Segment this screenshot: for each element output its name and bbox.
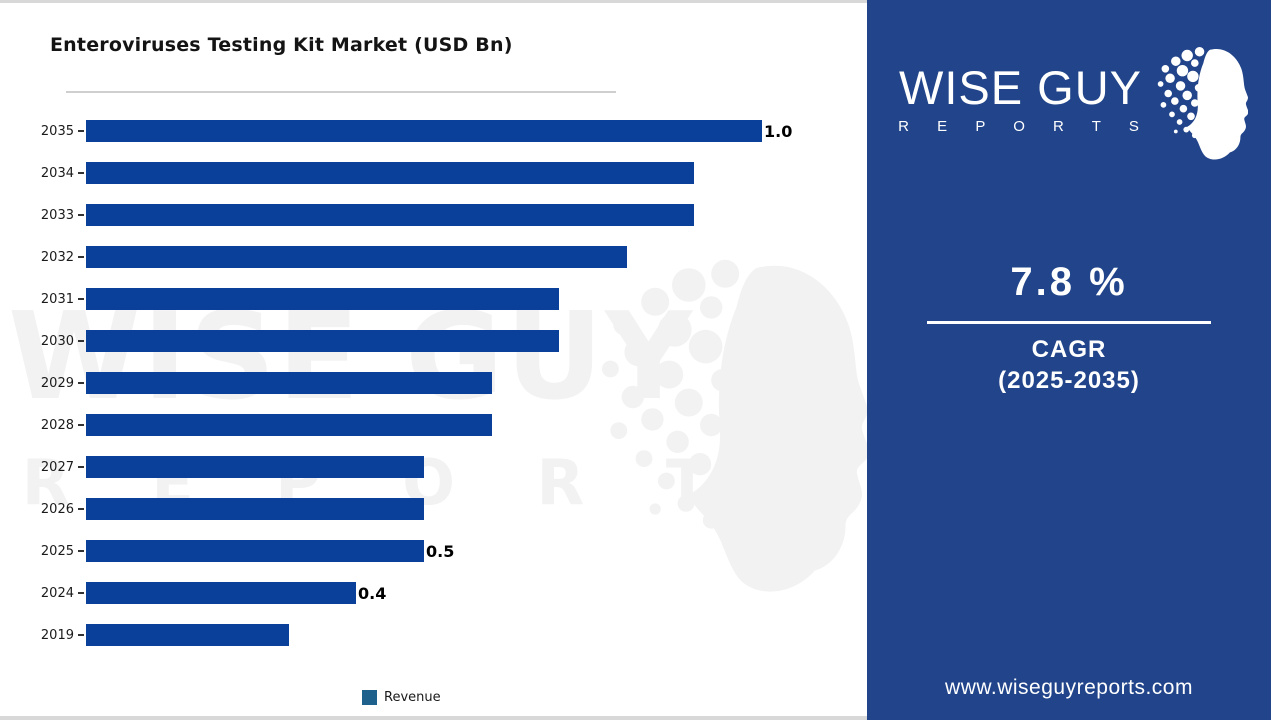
revenue-bar <box>86 540 424 562</box>
revenue-bar <box>86 414 492 436</box>
axis-tick <box>78 424 84 426</box>
top-border-strip <box>0 0 867 3</box>
year-tick-label: 2026 <box>40 501 74 517</box>
bar-row: 2033 <box>0 204 867 226</box>
axis-tick <box>78 634 84 636</box>
chart-title: Enteroviruses Testing Kit Market (USD Bn… <box>50 34 513 56</box>
wise-guy-reports-logo: WISE GUY R E P O R T S <box>867 44 1271 162</box>
bar-row: 2026 <box>0 498 867 520</box>
website-url: www.wiseguyreports.com <box>945 676 1193 699</box>
year-tick-label: 2025 <box>40 543 74 559</box>
axis-tick <box>78 340 84 342</box>
axis-tick <box>78 256 84 258</box>
year-tick-label: 2027 <box>40 459 74 475</box>
bar-row: 2035 1.0 <box>0 120 867 142</box>
brand-sidebar: WISE GUY R E P O R T S 7.8 % CAGR (2025-… <box>867 0 1271 720</box>
bar-row: 2034 <box>0 162 867 184</box>
revenue-bar <box>86 582 356 604</box>
year-tick-label: 2024 <box>40 585 74 601</box>
legend-label: Revenue <box>384 690 441 705</box>
axis-tick <box>78 298 84 300</box>
cagr-label: CAGR <box>1031 336 1107 363</box>
revenue-bar <box>86 288 559 310</box>
bar-row: 2030 <box>0 330 867 352</box>
logo-head-icon <box>1153 44 1248 162</box>
axis-tick <box>78 130 84 132</box>
legend-swatch <box>362 690 377 705</box>
revenue-bar <box>86 498 424 520</box>
chart-legend: Revenue <box>362 690 441 705</box>
bar-value-label: 0.5 <box>426 541 455 561</box>
revenue-bar <box>86 624 289 646</box>
cagr-value: 7.8 % <box>1010 260 1128 304</box>
axis-tick <box>78 550 84 552</box>
bar-value-label: 0.4 <box>358 583 387 603</box>
axis-tick <box>78 592 84 594</box>
revenue-bar <box>86 204 694 226</box>
revenue-bar <box>86 162 694 184</box>
year-tick-label: 2031 <box>40 291 74 307</box>
logo-subtext: R E P O R T S <box>898 118 1151 135</box>
year-tick-label: 2030 <box>40 333 74 349</box>
bar-value-label: 1.0 <box>764 121 793 141</box>
bar-row: 2028 <box>0 414 867 436</box>
bar-row: 2024 0.4 <box>0 582 867 604</box>
cagr-period: (2025-2035) <box>998 367 1140 394</box>
bar-row: 2019 <box>0 624 867 646</box>
logo-text: WISE GUY R E P O R T S <box>890 64 1151 135</box>
cagr-block: 7.8 % CAGR (2025-2035) <box>867 260 1271 395</box>
axis-tick <box>78 172 84 174</box>
revenue-bar <box>86 456 424 478</box>
chart-panel: WISE GUY R E P O R T S Enteroviruses Tes… <box>0 0 867 720</box>
revenue-bar <box>86 372 492 394</box>
bar-row: 2032 <box>0 246 867 268</box>
year-tick-label: 2034 <box>40 165 74 181</box>
cagr-divider <box>927 321 1211 324</box>
year-tick-label: 2032 <box>40 249 74 265</box>
axis-tick <box>78 466 84 468</box>
bar-row: 2029 <box>0 372 867 394</box>
year-tick-label: 2019 <box>40 627 74 643</box>
bar-row: 2025 0.5 <box>0 540 867 562</box>
bar-row: 2027 <box>0 456 867 478</box>
revenue-bar <box>86 120 762 142</box>
year-tick-label: 2029 <box>40 375 74 391</box>
revenue-bar <box>86 246 627 268</box>
year-tick-label: 2033 <box>40 207 74 223</box>
axis-tick <box>78 508 84 510</box>
bar-row: 2031 <box>0 288 867 310</box>
year-tick-label: 2035 <box>40 123 74 139</box>
year-tick-label: 2028 <box>40 417 74 433</box>
bottom-border-strip <box>0 716 867 720</box>
revenue-bar <box>86 330 559 352</box>
axis-tick <box>78 214 84 216</box>
axis-tick <box>78 382 84 384</box>
title-divider <box>66 91 616 93</box>
plot-area: 2035 1.0 2034 2033 2032 2031 2030 2029 2028 2027 2… <box>0 120 867 646</box>
logo-wordmark: WISE GUY <box>898 61 1142 114</box>
